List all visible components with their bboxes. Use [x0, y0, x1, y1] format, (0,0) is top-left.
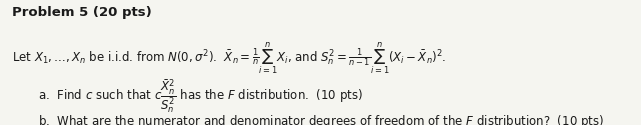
Text: a.  Find $c$ such that $c\dfrac{\bar{X}_n^2}{S_n^2}$ has the $F$ distribution.  : a. Find $c$ such that $c\dfrac{\bar{X}_n…: [38, 78, 363, 116]
Text: b.  What are the numerator and denominator degrees of freedom of the $F$ distrib: b. What are the numerator and denominato…: [38, 112, 604, 125]
Text: Problem 5 (20 pts): Problem 5 (20 pts): [12, 6, 151, 19]
Text: Let $X_1,\ldots,X_n$ be i.i.d. from $N(0,\sigma^2)$.  $\bar{X}_n = \frac{1}{n}\s: Let $X_1,\ldots,X_n$ be i.i.d. from $N(0…: [12, 40, 446, 76]
